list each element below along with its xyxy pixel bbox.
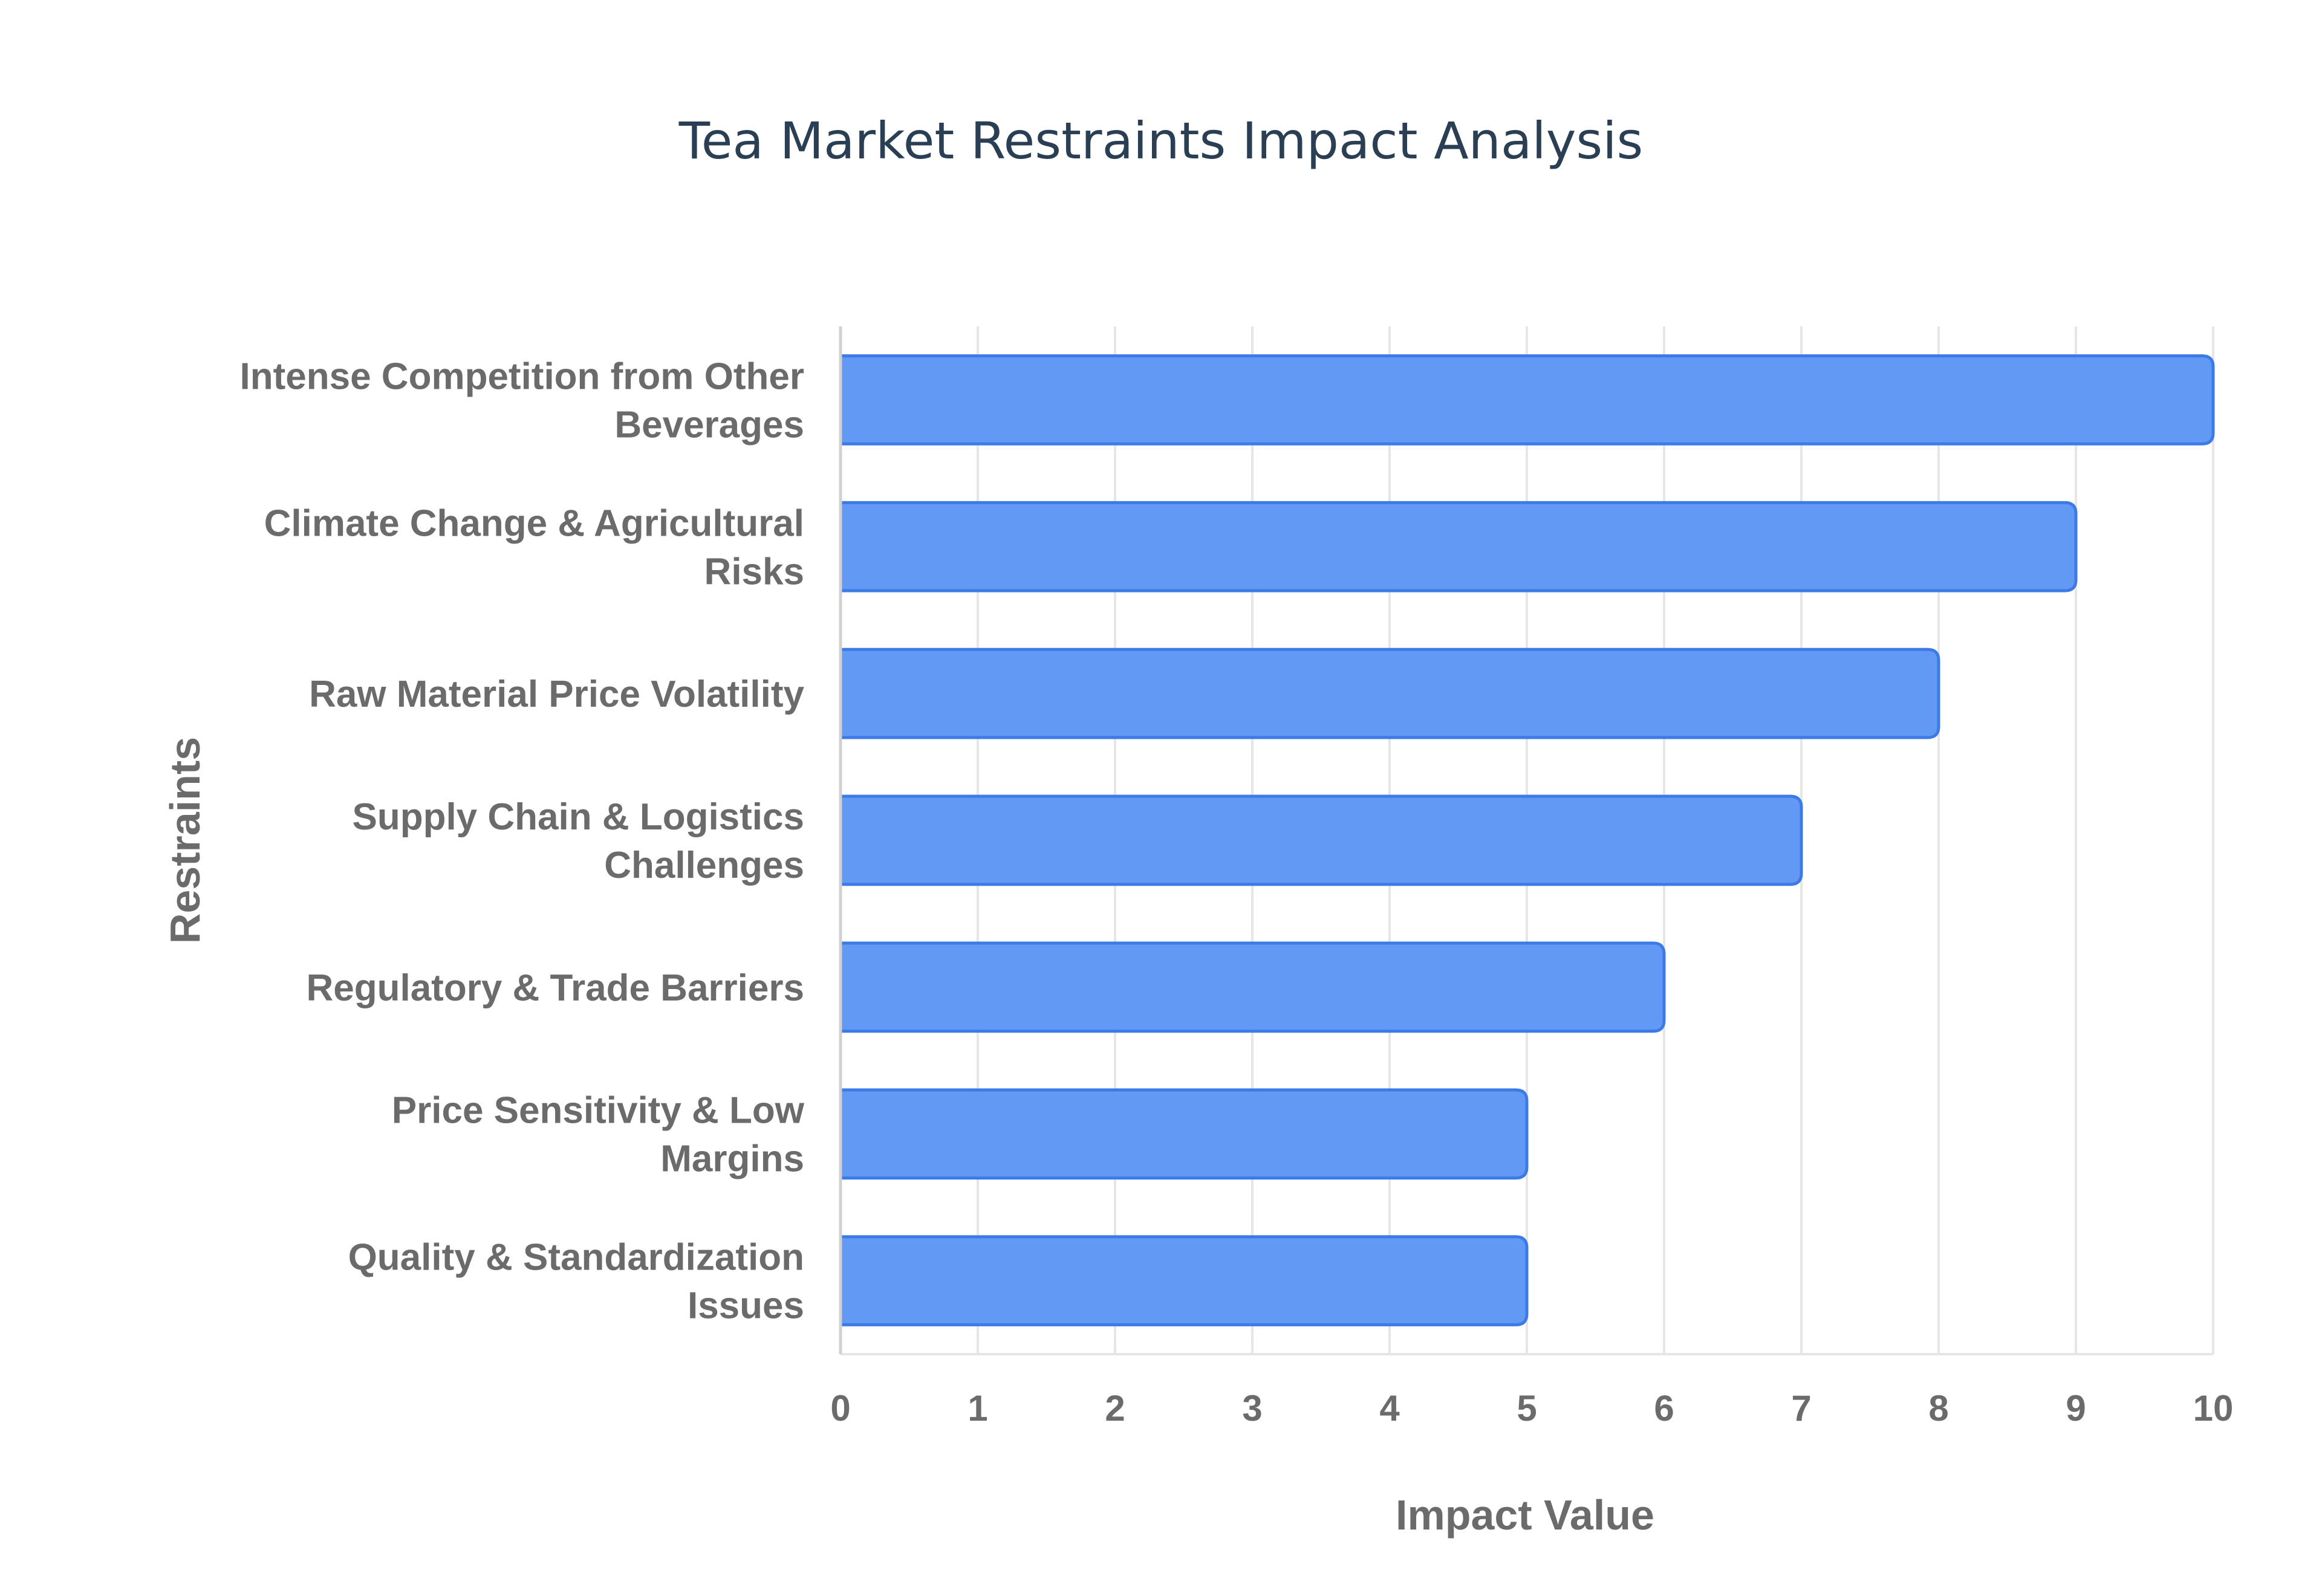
x-tick-label: 7 <box>1791 1388 1811 1429</box>
y-axis-title: Restraints <box>161 737 209 944</box>
bar <box>839 647 1940 739</box>
bar <box>839 1235 1529 1326</box>
x-tick-label: 5 <box>1517 1388 1537 1429</box>
x-axis-title: Impact Value <box>1396 1491 1654 1539</box>
category-label: Regulatory & Trade Barriers <box>306 967 804 1009</box>
x-tick-label: 6 <box>1654 1388 1674 1429</box>
x-tick-label: 4 <box>1379 1388 1400 1429</box>
x-tick-label: 8 <box>1928 1388 1948 1429</box>
x-tick-label: 3 <box>1242 1388 1262 1429</box>
category-label: Quality & Standardization Issues <box>348 1237 804 1327</box>
x-tick-label: 10 <box>2193 1388 2234 1429</box>
category-label: Raw Material Price Volatility <box>309 673 804 715</box>
category-label: Price Sensitivity & Low Margins <box>392 1090 805 1180</box>
bar <box>839 501 2078 592</box>
bar <box>839 354 2215 446</box>
x-tick-label: 2 <box>1105 1388 1125 1429</box>
category-labels: Intense Competition from Other Beverages C… <box>240 355 805 1326</box>
x-tick-label: 0 <box>830 1388 850 1429</box>
bar <box>839 794 1803 886</box>
category-label: Intense Competition from Other Beverages <box>240 355 804 446</box>
bars <box>839 354 2215 1326</box>
chart-title: Tea Market Restraints Impact Analysis <box>678 111 1644 170</box>
x-tick-label: 1 <box>968 1388 987 1429</box>
category-label: Climate Change & Agricultural Risks <box>264 502 804 592</box>
x-tick-labels: 0 1 2 3 4 5 6 7 8 9 10 <box>830 1388 2233 1429</box>
bar <box>839 941 1666 1033</box>
x-tick-label: 9 <box>2066 1388 2086 1429</box>
category-label: Supply Chain & Logistics Challenges <box>352 796 804 886</box>
bar <box>839 1088 1529 1180</box>
